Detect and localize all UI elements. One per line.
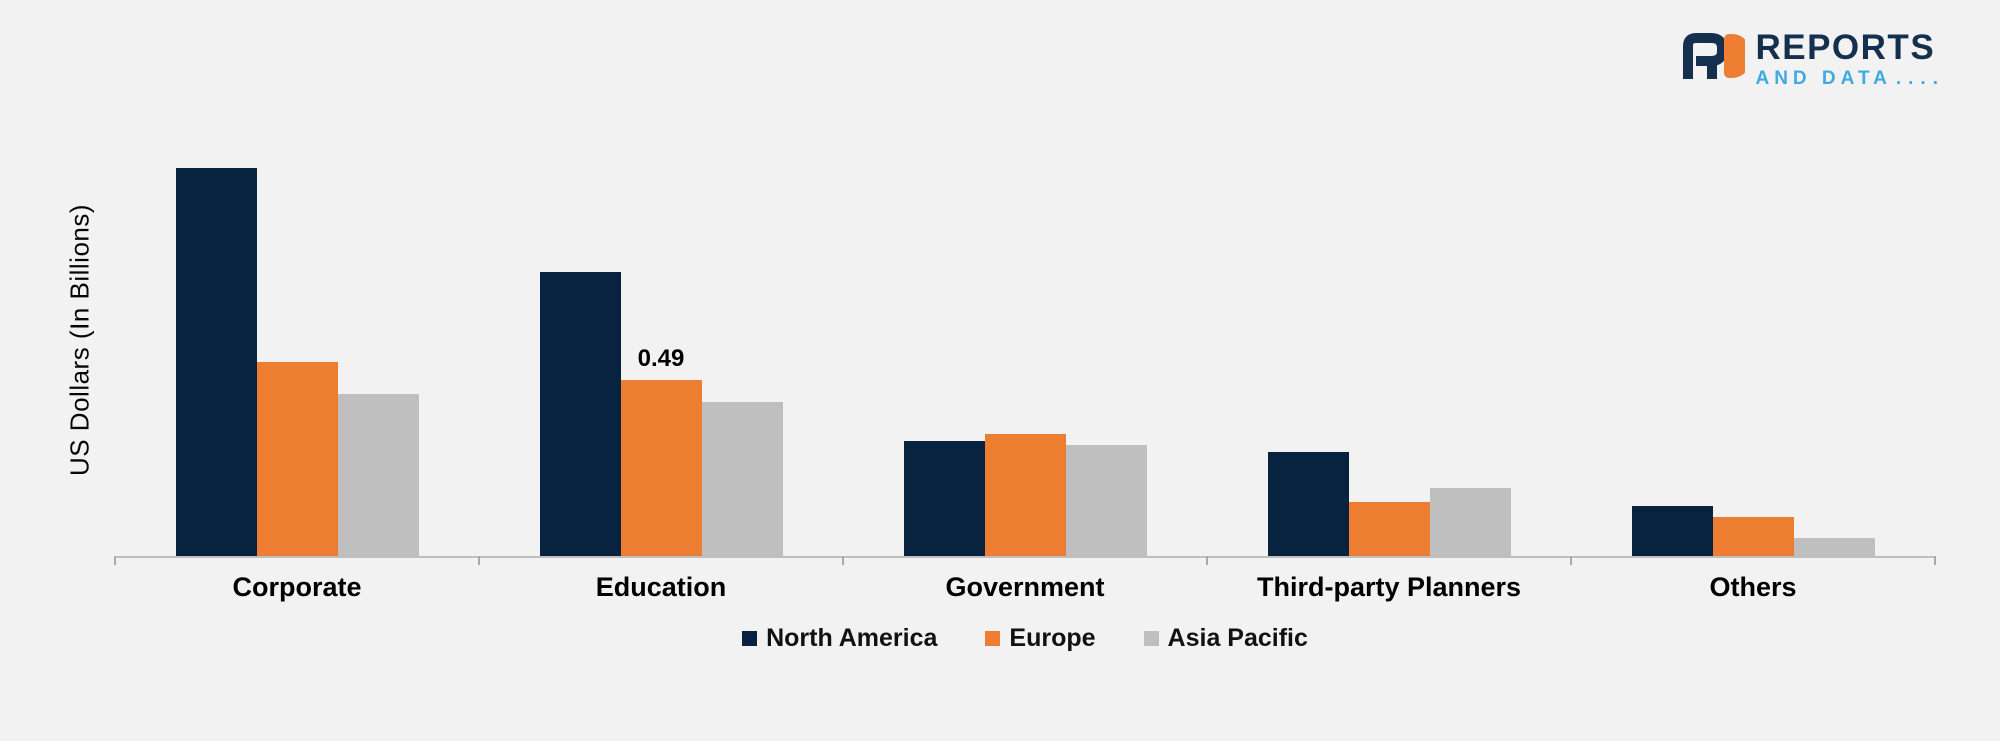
category-label-third-party-planners: Third-party Planners xyxy=(1256,572,1522,602)
bar-cell-north-america-corporate xyxy=(175,168,257,556)
bar-cell-asia-pacific-government xyxy=(1065,445,1147,556)
bar-north-america-education xyxy=(539,272,621,556)
bar-cell-north-america-government xyxy=(903,441,985,556)
axis-tick xyxy=(478,556,480,565)
bar-europe-corporate xyxy=(256,362,338,556)
bar-cell-europe-education: 0.49 xyxy=(620,345,702,556)
bar-cell-north-america-education xyxy=(539,272,621,556)
bar-north-america-corporate xyxy=(175,168,257,556)
category-label-corporate: Corporate xyxy=(232,572,362,602)
bar-cell-asia-pacific-corporate xyxy=(337,394,419,556)
brand-logo-text: REPORTS AND DATA.... xyxy=(1755,30,1945,90)
legend-label-europe: Europe xyxy=(1009,624,1096,652)
bar-group-third-party-planners xyxy=(1207,118,1571,556)
bar-group-government xyxy=(843,118,1207,556)
bar-asia-pacific-education xyxy=(701,402,783,556)
axis-tick xyxy=(1206,556,1208,565)
category-label-education: Education xyxy=(595,572,727,602)
axis-tick xyxy=(1934,556,1936,565)
category-label-government: Government xyxy=(945,572,1105,602)
logo-dots: .... xyxy=(1895,68,1945,89)
category-label-others: Others xyxy=(1709,572,1797,602)
bar-group-others xyxy=(1571,118,1935,556)
axis-tick xyxy=(114,556,116,565)
plot-area: 0.49 xyxy=(114,118,1936,565)
legend: North America Europe Asia Pacific xyxy=(115,626,1935,651)
bar-asia-pacific-government xyxy=(1065,445,1147,556)
bar-north-america-others xyxy=(1631,506,1713,556)
bar-cell-europe-others xyxy=(1712,517,1794,556)
bar-asia-pacific-corporate xyxy=(337,394,419,556)
bar-groups: 0.49 xyxy=(115,118,1935,556)
data-label-europe-education: 0.49 xyxy=(637,345,685,372)
legend-swatch-asia-pacific xyxy=(1143,631,1159,646)
bar-europe-third-party-planners xyxy=(1348,502,1430,556)
bar-cell-north-america-third-party-planners xyxy=(1267,452,1349,556)
bar-cell-asia-pacific-third-party-planners xyxy=(1429,488,1511,556)
bar-north-america-third-party-planners xyxy=(1267,452,1349,556)
legend-label-asia-pacific: Asia Pacific xyxy=(1167,624,1308,652)
bar-cell-europe-government xyxy=(984,434,1066,556)
logo-reports-text: REPORTS xyxy=(1755,28,1936,67)
brand-logo-icon xyxy=(1683,33,1746,79)
axis-tick xyxy=(842,556,844,565)
bar-asia-pacific-third-party-planners xyxy=(1429,488,1511,556)
legend-item-asia-pacific: Asia Pacific xyxy=(1143,624,1308,652)
bar-cell-europe-corporate xyxy=(256,362,338,556)
bar-group-education: 0.49 xyxy=(479,118,843,556)
legend-swatch-north-america xyxy=(742,631,758,646)
bar-north-america-government xyxy=(903,441,985,556)
category-labels: Corporate Education Government Third-party … xyxy=(115,572,1935,603)
bar-europe-education xyxy=(620,380,702,556)
legend-item-north-america: North America xyxy=(742,626,937,651)
axis-tick xyxy=(1570,556,1572,565)
brand-logo: REPORTS AND DATA.... xyxy=(1679,30,1945,90)
bar-europe-others xyxy=(1712,517,1794,556)
bar-asia-pacific-others xyxy=(1793,538,1875,556)
bar-group-corporate xyxy=(115,118,479,556)
bar-cell-europe-third-party-planners xyxy=(1348,502,1430,556)
legend-label-north-america: North America xyxy=(766,624,938,652)
logo-anddata-text: AND DATA.... xyxy=(1755,68,1945,90)
legend-swatch-europe xyxy=(985,631,1001,646)
bar-cell-north-america-others xyxy=(1631,506,1713,556)
y-axis-title: US Dollars (In Billions) xyxy=(64,203,95,477)
bar-cell-asia-pacific-education xyxy=(701,402,783,556)
bar-cell-asia-pacific-others xyxy=(1793,538,1875,556)
logo-anddata-label: AND DATA xyxy=(1755,68,1892,89)
legend-item-europe: Europe xyxy=(985,624,1096,652)
bar-europe-government xyxy=(984,434,1066,556)
